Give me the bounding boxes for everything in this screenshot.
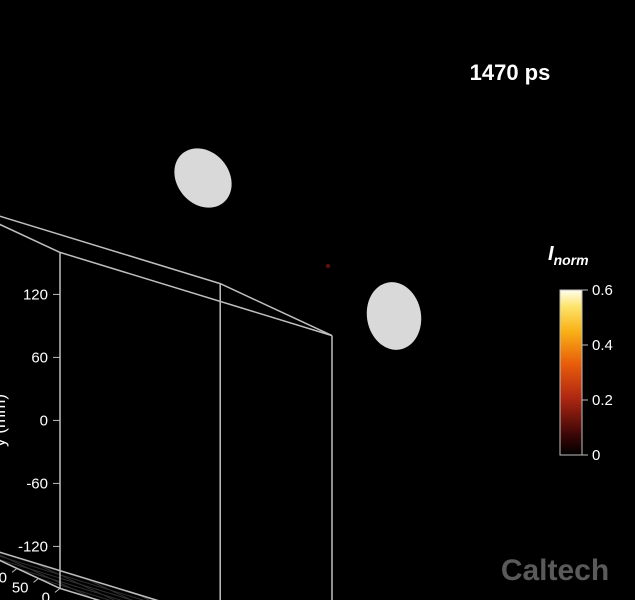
colorbar: Inorm 0 0.2 0.4 0.6	[548, 243, 613, 464]
disk-left	[163, 137, 244, 219]
disk-right	[362, 278, 427, 354]
svg-text:50: 50	[12, 579, 29, 596]
svg-text:0.4: 0.4	[592, 337, 613, 354]
svg-text:0.2: 0.2	[592, 392, 613, 409]
svg-text:100: 100	[0, 569, 7, 586]
intensity-speck	[326, 264, 330, 268]
svg-text:-60: -60	[26, 475, 48, 492]
svg-text:0: 0	[592, 447, 600, 464]
colorbar-gradient	[560, 290, 582, 455]
svg-text:0: 0	[40, 412, 48, 429]
colorbar-ticks: 0 0.2 0.4 0.6	[582, 282, 613, 464]
box-front-edges	[60, 252, 332, 600]
svg-text:120: 120	[23, 286, 48, 303]
axis-ticks: -120-60060120-120-6006012005010015020025…	[0, 286, 317, 600]
colorbar-title: Inorm	[548, 243, 589, 268]
svg-text:0: 0	[42, 589, 50, 600]
data-objects	[163, 137, 427, 354]
svg-text:-120: -120	[18, 538, 48, 555]
watermark-caltech: Caltech	[501, 554, 609, 587]
svg-text:0.6: 0.6	[592, 282, 613, 299]
plot-3d: 1470 ps -120-60060120-120-60060120050100…	[0, 0, 635, 600]
timestamp-label: 1470 ps	[470, 60, 551, 85]
axis-labels: y (mm)x (mm)z(mm)	[0, 394, 246, 600]
svg-text:y (mm): y (mm)	[0, 394, 9, 447]
svg-text:60: 60	[31, 349, 48, 366]
box-back-edges	[0, 200, 332, 600]
